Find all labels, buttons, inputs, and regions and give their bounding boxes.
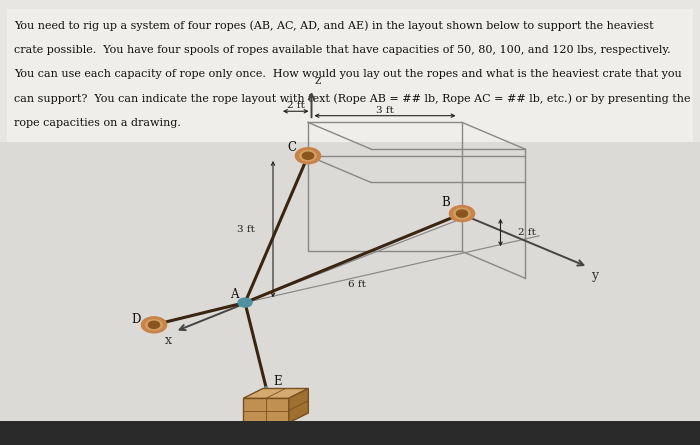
Text: E: E (273, 375, 281, 388)
Text: D: D (132, 313, 141, 326)
Text: crate possible.  You have four spools of ropes available that have capacities of: crate possible. You have four spools of … (14, 44, 671, 54)
Circle shape (456, 210, 468, 217)
Text: ere to search: ere to search (7, 428, 66, 437)
Circle shape (146, 320, 162, 330)
Text: A: A (230, 288, 238, 301)
Text: 3 ft: 3 ft (376, 106, 394, 115)
Circle shape (238, 298, 252, 307)
Text: 3 ft: 3 ft (237, 225, 256, 234)
Bar (0, 142, 700, 445)
Polygon shape (244, 398, 288, 423)
Circle shape (295, 148, 321, 164)
Text: Engineering Mecha...: Engineering Mecha... (224, 428, 313, 437)
Circle shape (454, 208, 470, 219)
Bar (7, 9, 693, 147)
Polygon shape (244, 388, 309, 398)
Circle shape (302, 152, 314, 159)
Bar (0, 421, 700, 445)
Text: 2 ft: 2 ft (518, 228, 536, 237)
Text: 6 ft: 6 ft (348, 280, 366, 289)
Text: can support?  You can indicate the rope layout with text (Rope AB = ## lb, Rope : can support? You can indicate the rope l… (14, 93, 690, 104)
Text: C: C (287, 142, 296, 154)
Circle shape (449, 206, 475, 222)
Text: z: z (315, 74, 321, 87)
Text: You need to rig up a system of four ropes (AB, AC, AD, and AE) in the layout sho: You need to rig up a system of four rope… (14, 20, 654, 31)
Text: B: B (441, 196, 449, 209)
Text: x: x (164, 334, 172, 347)
Circle shape (141, 317, 167, 333)
Circle shape (148, 321, 160, 328)
Circle shape (300, 150, 316, 161)
Text: You can use each capacity of rope only once.  How would you lay out the ropes an: You can use each capacity of rope only o… (14, 69, 682, 79)
Text: 08-05-20 3c.JPG (9...: 08-05-20 3c.JPG (9... (490, 428, 576, 437)
Text: y: y (592, 269, 598, 282)
Text: rope capacities on a drawing.: rope capacities on a drawing. (14, 118, 181, 128)
Text: 2 ft: 2 ft (287, 101, 304, 110)
Polygon shape (288, 388, 309, 423)
